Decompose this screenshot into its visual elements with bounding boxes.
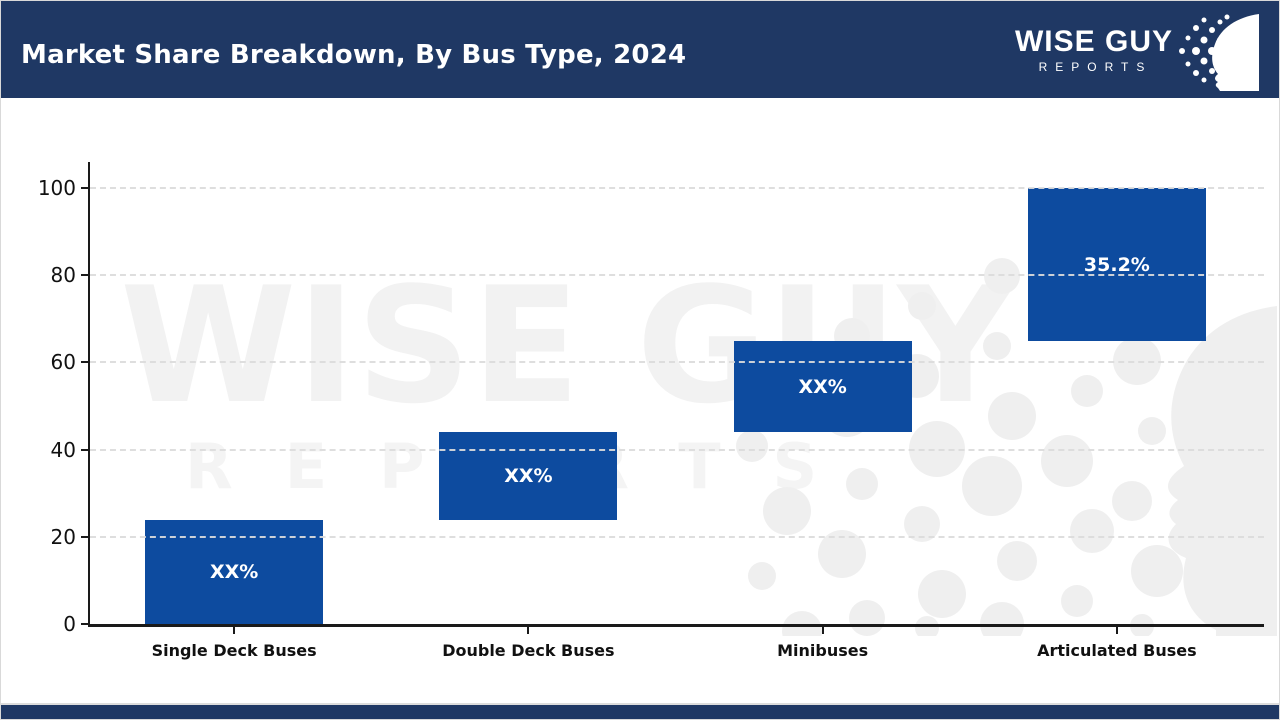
- header-bar: Market Share Breakdown, By Bus Type, 202…: [1, 1, 1279, 98]
- y-tick-mark-60: [81, 361, 90, 364]
- y-tick-mark-0: [81, 623, 90, 625]
- bar-value-label-3: 35.2%: [1083, 253, 1150, 276]
- x-axis-line: [88, 624, 1264, 627]
- y-tick-label-0: 0: [63, 612, 76, 636]
- y-tick-mark-80: [81, 274, 90, 277]
- brand-name: WISE GUY: [1014, 25, 1173, 58]
- x-tick-mark-0: [233, 627, 236, 634]
- page-title: Market Share Breakdown, By Bus Type, 202…: [21, 39, 687, 70]
- bar-3: [1027, 188, 1206, 342]
- brand-logo: WISE GUY REPORTS: [1015, 11, 1259, 91]
- y-axis-line: [88, 162, 90, 627]
- x-tick-mark-1: [527, 627, 530, 634]
- category-label-2: Minibuses: [777, 641, 869, 660]
- gridline-40: [90, 448, 1264, 451]
- y-tick-label-60: 60: [50, 350, 76, 375]
- x-tick-mark-3: [1115, 627, 1118, 634]
- bar-value-label-1: XX%: [504, 464, 553, 487]
- bar-value-label-0: XX%: [209, 560, 259, 583]
- y-tick-mark-100: [81, 187, 90, 189]
- category-label-1: Double Deck Buses: [442, 641, 615, 660]
- category-label-3: Articulated Buses: [1037, 641, 1197, 660]
- y-tick-mark-20: [81, 535, 90, 538]
- gridline-80: [90, 274, 1264, 277]
- category-label-0: Single Deck Buses: [151, 641, 317, 660]
- gridline-100: [90, 187, 1264, 189]
- y-tick-label-40: 40: [50, 437, 76, 462]
- y-tick-label-20: 20: [50, 524, 76, 549]
- y-tick-mark-40: [81, 448, 90, 451]
- brand-subtitle: REPORTS: [1038, 60, 1153, 74]
- brand-face-icon: [1179, 13, 1259, 91]
- y-tick-label-80: 80: [50, 263, 76, 288]
- y-tick-label-100: 100: [37, 176, 76, 200]
- bar-2: [733, 341, 912, 432]
- bar-value-label-2: XX%: [798, 375, 847, 398]
- x-tick-mark-2: [821, 627, 824, 634]
- brand-logo-text: WISE GUY REPORTS: [1014, 25, 1173, 75]
- watermark-face-icon: [736, 244, 1277, 636]
- gridline-60: [90, 361, 1264, 364]
- bar-1: [439, 431, 618, 520]
- gridline-20: [90, 535, 1264, 538]
- footer-bar: [1, 703, 1279, 719]
